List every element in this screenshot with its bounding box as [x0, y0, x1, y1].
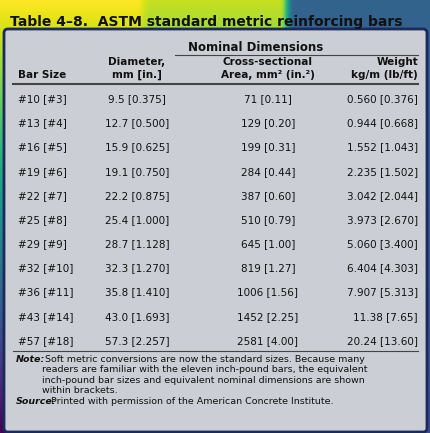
- Text: 15.9 [0.625]: 15.9 [0.625]: [104, 142, 169, 152]
- Text: 71 [0.11]: 71 [0.11]: [243, 94, 291, 104]
- Text: Cross-sectional: Cross-sectional: [222, 57, 312, 67]
- Text: Soft metric conversions are now the standard sizes. Because many
readers are fam: Soft metric conversions are now the stan…: [42, 355, 367, 395]
- Text: 1006 [1.56]: 1006 [1.56]: [237, 288, 298, 297]
- Text: 57.3 [2.257]: 57.3 [2.257]: [104, 336, 169, 346]
- Text: #10 [#3]: #10 [#3]: [18, 94, 67, 104]
- Text: 510 [0.79]: 510 [0.79]: [240, 215, 295, 225]
- Text: 6.404 [4.303]: 6.404 [4.303]: [346, 263, 417, 273]
- Text: 1.552 [1.043]: 1.552 [1.043]: [346, 142, 417, 152]
- Text: 7.907 [5.313]: 7.907 [5.313]: [346, 288, 417, 297]
- Text: 3.042 [2.044]: 3.042 [2.044]: [346, 191, 417, 201]
- Text: #32 [#10]: #32 [#10]: [18, 263, 73, 273]
- Text: Weight: Weight: [375, 57, 417, 67]
- Text: #36 [#11]: #36 [#11]: [18, 288, 74, 297]
- Text: 43.0 [1.693]: 43.0 [1.693]: [104, 312, 169, 322]
- FancyBboxPatch shape: [4, 29, 426, 432]
- Text: 3.973 [2.670]: 3.973 [2.670]: [346, 215, 417, 225]
- Text: Bar Size: Bar Size: [18, 70, 66, 80]
- Text: #57 [#18]: #57 [#18]: [18, 336, 74, 346]
- Text: 25.4 [1.000]: 25.4 [1.000]: [104, 215, 169, 225]
- Text: Area, mm² (in.²): Area, mm² (in.²): [221, 70, 314, 80]
- Text: #29 [#9]: #29 [#9]: [18, 239, 67, 249]
- Text: 199 [0.31]: 199 [0.31]: [240, 142, 295, 152]
- Text: #19 [#6]: #19 [#6]: [18, 167, 67, 177]
- Text: kg/m (lb/ft): kg/m (lb/ft): [350, 70, 417, 80]
- Text: Table 4–8.  ASTM standard metric reinforcing bars: Table 4–8. ASTM standard metric reinforc…: [10, 15, 402, 29]
- Text: 1452 [2.25]: 1452 [2.25]: [237, 312, 298, 322]
- Text: Nominal Dimensions: Nominal Dimensions: [187, 41, 322, 54]
- Text: mm [in.]: mm [in.]: [112, 70, 162, 80]
- Text: 35.8 [1.410]: 35.8 [1.410]: [104, 288, 169, 297]
- Text: 12.7 [0.500]: 12.7 [0.500]: [104, 118, 169, 128]
- Text: 32.3 [1.270]: 32.3 [1.270]: [104, 263, 169, 273]
- Text: #43 [#14]: #43 [#14]: [18, 312, 74, 322]
- Text: 0.560 [0.376]: 0.560 [0.376]: [346, 94, 417, 104]
- Text: 11.38 [7.65]: 11.38 [7.65]: [353, 312, 417, 322]
- Text: 28.7 [1.128]: 28.7 [1.128]: [104, 239, 169, 249]
- Text: #25 [#8]: #25 [#8]: [18, 215, 67, 225]
- Text: 0.944 [0.668]: 0.944 [0.668]: [346, 118, 417, 128]
- Text: Diameter,: Diameter,: [108, 57, 165, 67]
- Text: Note:: Note:: [16, 355, 45, 364]
- Text: #16 [#5]: #16 [#5]: [18, 142, 67, 152]
- Text: 2581 [4.00]: 2581 [4.00]: [237, 336, 298, 346]
- Text: 5.060 [3.400]: 5.060 [3.400]: [347, 239, 417, 249]
- Text: 2.235 [1.502]: 2.235 [1.502]: [346, 167, 417, 177]
- Text: 387 [0.60]: 387 [0.60]: [240, 191, 295, 201]
- Text: 284 [0.44]: 284 [0.44]: [240, 167, 295, 177]
- Text: Source:: Source:: [16, 397, 56, 406]
- Text: Printed with permission of the American Concrete Institute.: Printed with permission of the American …: [48, 397, 333, 406]
- Text: 129 [0.20]: 129 [0.20]: [240, 118, 295, 128]
- Text: 19.1 [0.750]: 19.1 [0.750]: [104, 167, 169, 177]
- Text: 645 [1.00]: 645 [1.00]: [240, 239, 295, 249]
- Text: #13 [#4]: #13 [#4]: [18, 118, 67, 128]
- Text: #22 [#7]: #22 [#7]: [18, 191, 67, 201]
- Text: 819 [1.27]: 819 [1.27]: [240, 263, 295, 273]
- Text: 20.24 [13.60]: 20.24 [13.60]: [346, 336, 417, 346]
- Text: 9.5 [0.375]: 9.5 [0.375]: [108, 94, 166, 104]
- Text: 22.2 [0.875]: 22.2 [0.875]: [104, 191, 169, 201]
